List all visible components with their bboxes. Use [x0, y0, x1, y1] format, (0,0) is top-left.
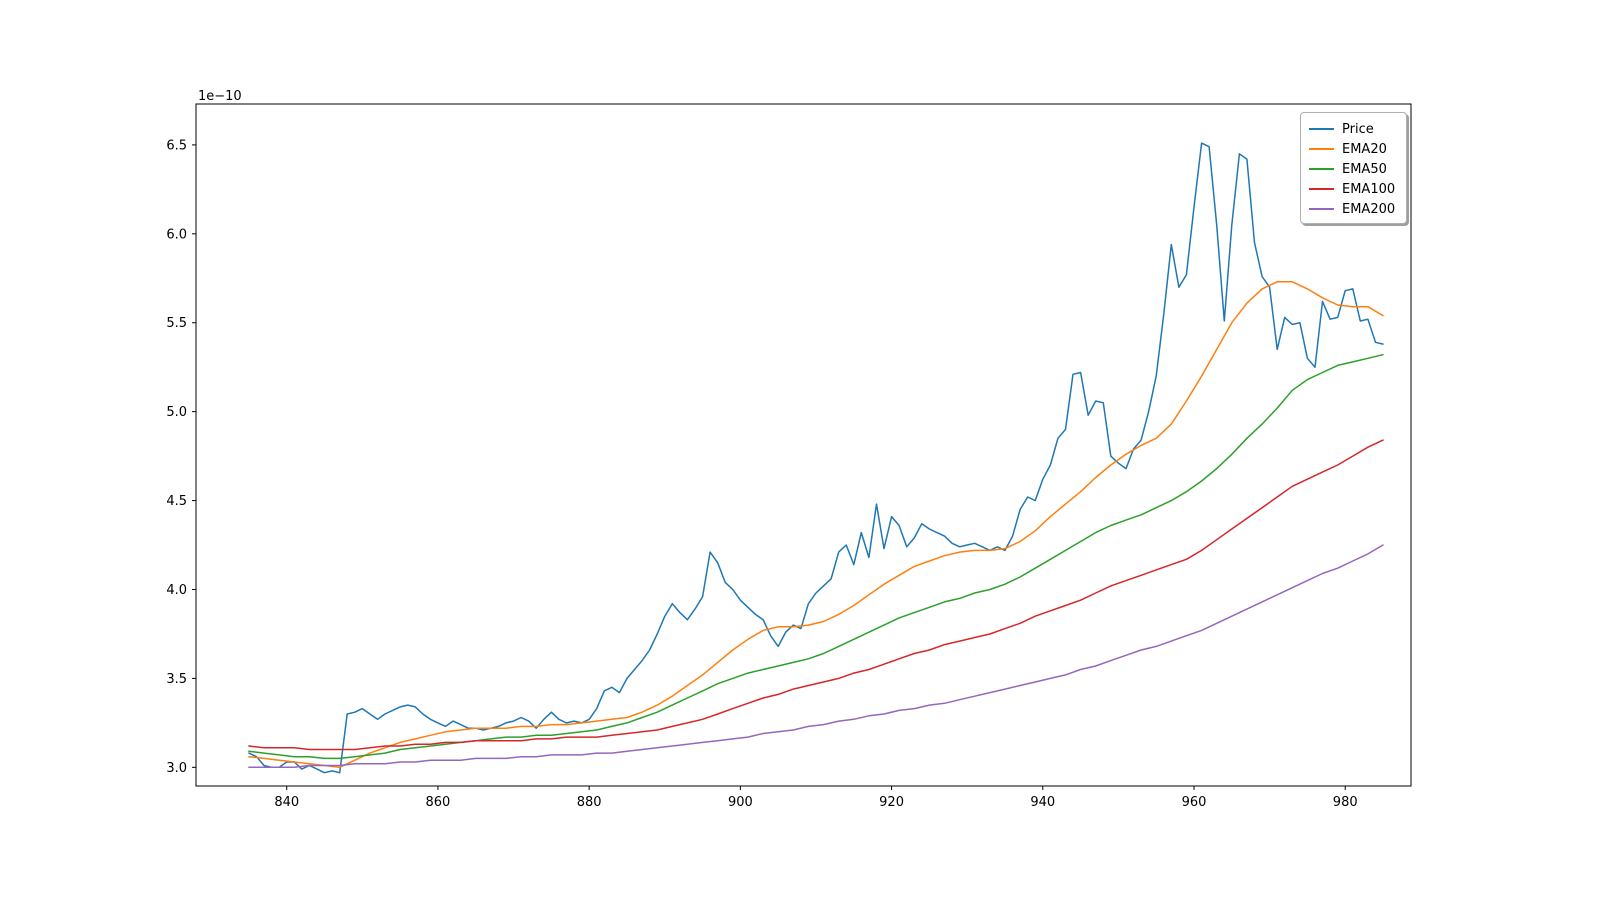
y-axis-offset-label: 1e−10 [198, 89, 242, 104]
ticks-layer: 840 860 880 900 920 940 960 980 3.0 3.5 4.0 4.5 5.0 5… [166, 138, 1357, 810]
legend: Price EMA20 EMA50 EMA100 EMA200 [1300, 112, 1407, 224]
y-tick-label: 3.5 [166, 672, 187, 687]
series-line-ema200 [248, 544, 1384, 769]
x-tick-label: 920 [879, 795, 904, 810]
series-line-ema100 [248, 439, 1384, 751]
y-tick-label: 5.0 [166, 405, 187, 420]
legend-entry-ema100: EMA100 [1309, 179, 1398, 199]
y-tick-label: 4.5 [166, 494, 187, 509]
legend-entry-price: Price [1309, 119, 1398, 139]
y-tick-label: 3.0 [166, 761, 187, 776]
series-line-price [248, 142, 1384, 774]
legend-label: EMA200 [1342, 201, 1396, 217]
y-tick-label: 6.0 [166, 227, 187, 242]
legend-line-sample [1309, 208, 1334, 210]
legend-entry-ema50: EMA50 [1309, 159, 1398, 179]
legend-label: EMA20 [1342, 141, 1387, 157]
x-tick-label: 980 [1333, 795, 1358, 810]
series-line-ema20 [248, 281, 1384, 769]
x-tick-label: 860 [426, 795, 451, 810]
series-line-ema50 [248, 353, 1384, 760]
legend-label: EMA100 [1342, 181, 1396, 197]
y-tick-label: 4.0 [166, 583, 187, 598]
x-tick-label: 960 [1182, 795, 1207, 810]
series-layer [248, 142, 1384, 774]
legend-line-sample [1309, 128, 1334, 130]
legend-label: EMA50 [1342, 161, 1387, 177]
plot-border [195, 103, 1412, 787]
x-tick-label: 840 [274, 795, 299, 810]
x-tick-label: 900 [728, 795, 753, 810]
legend-entry-ema20: EMA20 [1309, 139, 1398, 159]
legend-line-sample [1309, 188, 1334, 190]
legend-label: Price [1342, 121, 1374, 137]
legend-line-sample [1309, 168, 1334, 170]
legend-line-sample [1309, 148, 1334, 150]
x-tick-label: 880 [577, 795, 602, 810]
legend-entry-ema200: EMA200 [1309, 199, 1398, 219]
x-tick-label: 940 [1030, 795, 1055, 810]
y-tick-label: 5.5 [166, 316, 187, 331]
y-tick-label: 6.5 [166, 138, 187, 153]
